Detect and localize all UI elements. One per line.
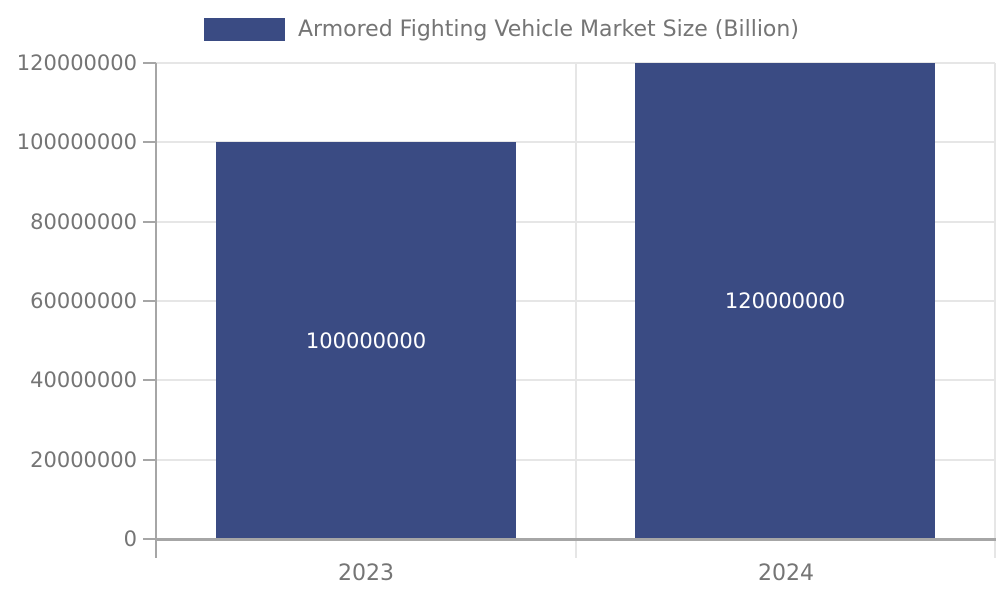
y-tick-mark	[143, 379, 156, 381]
bar-2023[interactable]	[216, 142, 516, 539]
legend-swatch	[204, 18, 285, 41]
y-tick-label: 120000000	[16, 51, 137, 75]
x-tick-label-2024: 2024	[758, 561, 814, 586]
y-tick-mark	[143, 62, 156, 64]
y-tick-label: 40000000	[30, 368, 137, 392]
y-tick-label: 0	[123, 527, 137, 551]
category-boundary-line	[575, 63, 577, 558]
legend-label: Armored Fighting Vehicle Market Size (Bi…	[298, 17, 799, 42]
x-tick-label-2023: 2023	[338, 561, 394, 586]
legend[interactable]: Armored Fighting Vehicle Market Size (Bi…	[204, 17, 799, 42]
y-axis-line	[155, 63, 157, 558]
y-tick-mark	[143, 459, 156, 461]
y-tick-mark	[143, 141, 156, 143]
y-tick-mark	[143, 300, 156, 302]
bar-value-label: 120000000	[724, 289, 846, 313]
y-tick-mark	[143, 221, 156, 223]
y-tick-label: 100000000	[16, 130, 137, 154]
x-axis-line	[155, 538, 996, 541]
y-tick-label: 60000000	[30, 289, 137, 313]
bar-value-label: 100000000	[305, 329, 427, 353]
bar-2024[interactable]	[635, 63, 935, 539]
y-tick-label: 20000000	[30, 448, 137, 472]
y-tick-mark	[143, 538, 156, 540]
category-boundary-line	[994, 63, 996, 558]
y-tick-label: 80000000	[30, 210, 137, 234]
